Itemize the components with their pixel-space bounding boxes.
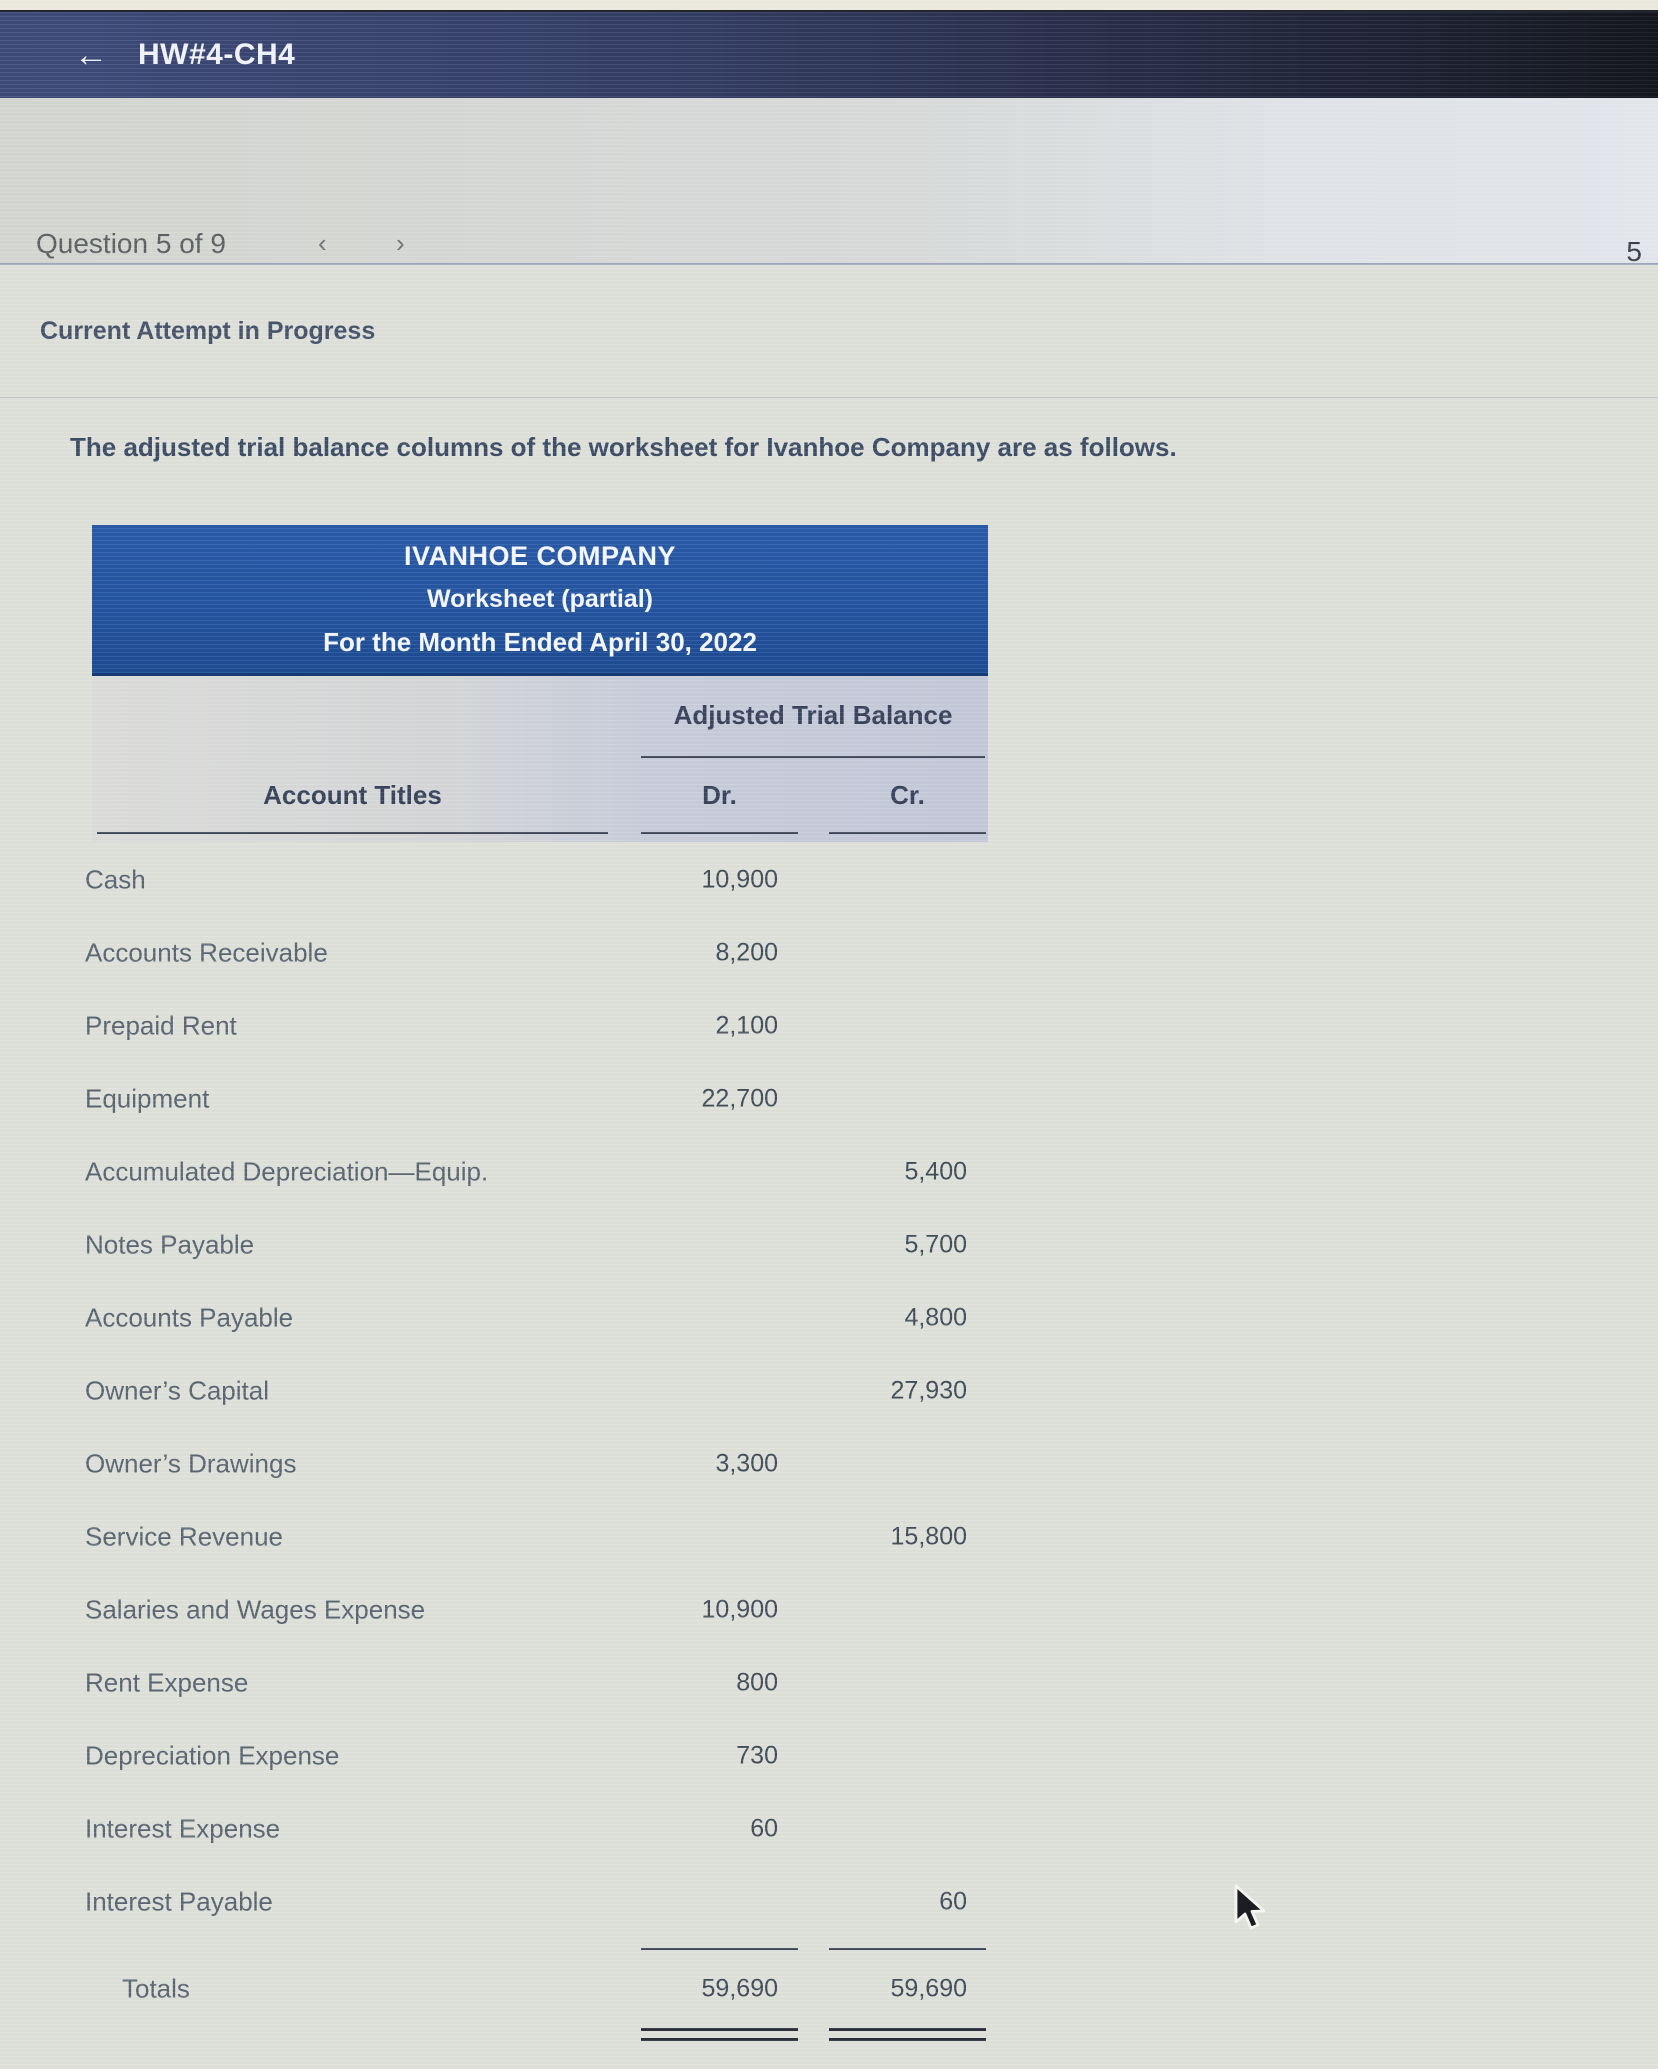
previous-question-button[interactable]: ‹ [318, 228, 327, 258]
table-row: Accumulated Depreciation—Equip. 5,400 [80, 1135, 988, 1208]
question-progress-label: Question 5 of 9 [36, 228, 226, 259]
account-title-cell: Prepaid Rent [85, 1010, 237, 1040]
adjusted-trial-balance-header: Adjusted Trial Balance [673, 700, 953, 730]
account-title-cell: Owner’s Drawings [85, 1448, 297, 1478]
cr-value-cell: 60 [939, 1887, 967, 1915]
totals-section: Totals 59,690 59,690 [80, 1948, 988, 2041]
table-row: Accounts Receivable 8,200 [80, 916, 988, 989]
account-title-cell: Service Revenue [85, 1521, 283, 1551]
account-titles-column-header: Account Titles [263, 780, 442, 810]
cr-value-cell: 15,800 [890, 1522, 967, 1550]
dr-value-cell: 10,900 [701, 1595, 778, 1623]
cr-value-cell: 5,400 [904, 1157, 967, 1185]
next-question-button[interactable]: › [396, 228, 405, 258]
dr-value-cell: 2,100 [715, 1011, 778, 1039]
dr-value-cell: 730 [736, 1741, 778, 1769]
totals-cr-value: 59,690 [890, 1974, 967, 2003]
dr-column-header: Dr. [702, 780, 737, 810]
question-number-badge[interactable]: 5 [1626, 236, 1642, 267]
worksheet-rows: Cash 10,900 Accounts Receivable 8,200 Pr… [80, 843, 988, 1938]
table-row: Owner’s Capital 27,930 [80, 1354, 988, 1427]
table-row: Cash 10,900 [80, 843, 988, 916]
totals-label: Totals [122, 1973, 190, 2004]
dr-value-cell: 8,200 [715, 938, 778, 966]
question-nav-bar: Question 5 of 9 ‹ › 5 [0, 98, 1658, 267]
dr-column-underline [641, 832, 798, 834]
dr-value-cell: 60 [750, 1814, 778, 1842]
account-title-cell: Interest Payable [85, 1886, 273, 1916]
app-bar: ← HW#4-CH4 [0, 12, 1658, 98]
account-title-cell: Notes Payable [85, 1229, 255, 1259]
worksheet-subtitle: Worksheet (partial) [427, 584, 653, 613]
group-header-rule [641, 756, 985, 758]
cr-value-cell: 27,930 [890, 1376, 967, 1404]
account-title-cell: Salaries and Wages Expense [85, 1594, 426, 1624]
screen-top-strip [0, 0, 1658, 12]
account-title-cell: Owner’s Capital [85, 1375, 270, 1405]
cr-value-cell: 5,700 [904, 1230, 967, 1258]
account-title-cell: Cash [85, 864, 146, 894]
dr-double-underline [641, 2028, 798, 2041]
table-row: Rent Expense 800 [80, 1646, 988, 1719]
account-title-cell: Equipment [85, 1083, 210, 1113]
dr-value-cell: 10,900 [701, 865, 778, 893]
account-column-underline [97, 832, 608, 834]
table-row: Accounts Payable 4,800 [80, 1281, 988, 1354]
table-row: Interest Expense 60 [80, 1792, 988, 1865]
totals-dr-value: 59,690 [701, 1974, 778, 2003]
table-row: Prepaid Rent 2,100 [80, 989, 988, 1062]
table-row: Owner’s Drawings 3,300 [80, 1427, 988, 1500]
account-title-cell: Interest Expense [85, 1813, 281, 1843]
question-intro-text: The adjusted trial balance columns of th… [70, 432, 1177, 462]
table-row: Salaries and Wages Expense 10,900 [80, 1573, 988, 1646]
cr-double-underline [829, 2028, 986, 2041]
worksheet-title-block: IVANHOE COMPANY Worksheet (partial) For … [92, 525, 988, 676]
account-title-cell: Accumulated Depreciation—Equip. [85, 1156, 489, 1186]
account-title-cell: Accounts Payable [85, 1302, 294, 1332]
worksheet-column-header: Adjusted Trial Balance Account Titles Dr… [92, 676, 988, 842]
table-row: Notes Payable 5,700 [80, 1208, 988, 1281]
dr-value-cell: 3,300 [715, 1449, 778, 1477]
cr-total-rule [829, 1948, 986, 1950]
company-name: IVANHOE COMPANY [403, 540, 676, 571]
totals-row: Totals 59,690 59,690 [80, 1950, 988, 2028]
account-title-cell: Accounts Receivable [85, 937, 328, 967]
assignment-title: HW#4-CH4 [138, 38, 296, 71]
account-title-cell: Depreciation Expense [85, 1740, 340, 1770]
cr-column-underline [829, 832, 986, 834]
worksheet-period: For the Month Ended April 30, 2022 [323, 626, 757, 657]
account-title-cell: Rent Expense [85, 1667, 249, 1697]
dr-value-cell: 800 [736, 1668, 778, 1696]
attempt-status-strip: Current Attempt in Progress [0, 265, 1658, 398]
cr-column-header: Cr. [890, 780, 925, 810]
table-row: Service Revenue 15,800 [80, 1500, 988, 1573]
table-row: Interest Payable 60 [80, 1865, 988, 1938]
back-arrow-icon[interactable]: ← [74, 35, 108, 74]
table-row: Equipment 22,700 [80, 1062, 988, 1135]
mouse-cursor [1234, 1884, 1266, 1930]
table-row: Depreciation Expense 730 [80, 1719, 988, 1792]
attempt-status-heading: Current Attempt in Progress [40, 317, 376, 345]
dr-total-rule [641, 1948, 798, 1950]
cr-value-cell: 4,800 [904, 1303, 967, 1331]
dr-value-cell: 22,700 [701, 1084, 778, 1112]
